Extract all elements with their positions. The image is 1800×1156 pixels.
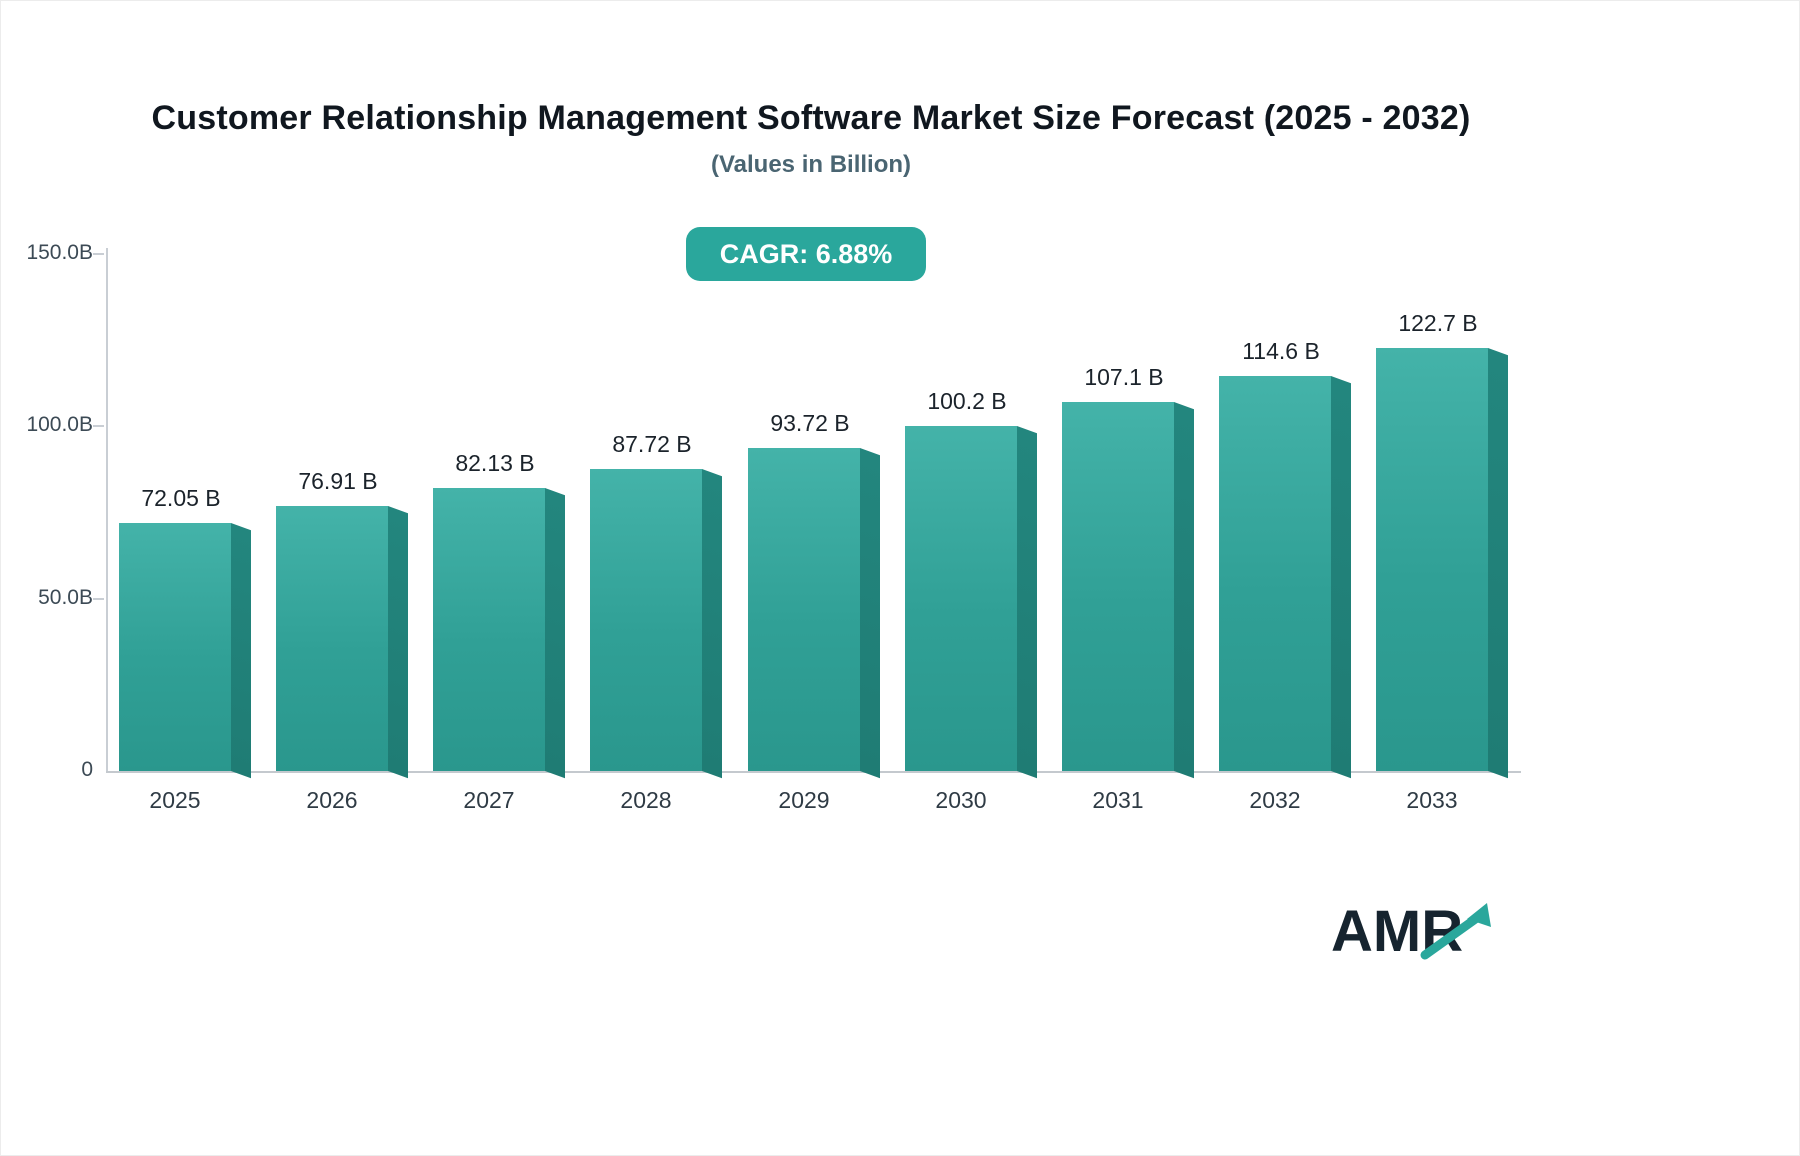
bar-value-label: 93.72 B <box>770 410 850 436</box>
y-axis-tick-mark <box>93 425 104 428</box>
bar-side-face <box>1331 376 1351 779</box>
bar-side-face <box>860 448 880 779</box>
bar-value-label: 87.72 B <box>612 431 692 457</box>
chart-title: Customer Relationship Management Softwar… <box>151 99 1471 137</box>
x-axis-category-label: 2030 <box>935 787 987 813</box>
y-axis-tick-mark <box>93 253 104 255</box>
amr-logo: AMR <box>1331 899 1491 964</box>
bar-value-label: 100.2 B <box>927 388 1007 414</box>
cagr-badge: CAGR: 6.88% <box>686 227 926 281</box>
x-axis-category-label: 2025 <box>149 787 201 813</box>
bar <box>905 426 1017 771</box>
bar-value-label: 76.91 B <box>298 468 378 494</box>
x-axis-category-label: 2027 <box>463 787 515 813</box>
x-axis-category-label: 2028 <box>620 787 672 813</box>
bar-side-face <box>388 506 408 779</box>
bar-value-label: 122.7 B <box>1398 310 1478 336</box>
bar <box>276 506 388 771</box>
y-axis-tick-label: 150.0B <box>26 241 93 264</box>
bar-side-face <box>1174 402 1194 779</box>
y-axis-tick-mark <box>93 597 104 600</box>
y-axis-tick-label: 0 <box>81 758 93 781</box>
bar-side-face <box>545 488 565 779</box>
y-axis-tick-label: 100.0B <box>26 413 93 437</box>
y-axis-tick-label: 50.0B <box>38 585 93 609</box>
bar <box>1062 402 1174 771</box>
bar-value-label: 82.13 B <box>455 450 535 476</box>
bar-side-face <box>702 469 722 779</box>
amr-logo-text: AMR <box>1331 899 1463 964</box>
bar-value-label: 114.6 B <box>1242 338 1320 364</box>
bar <box>748 448 860 771</box>
bar-side-face <box>1017 426 1037 779</box>
x-axis-category-label: 2029 <box>778 787 830 813</box>
bar <box>433 488 545 771</box>
bar-value-label: 107.1 B <box>1084 364 1164 390</box>
chart-subtitle: (Values in Billion) <box>710 151 912 178</box>
bar-side-face <box>1488 348 1508 779</box>
x-axis-category-label: 2033 <box>1406 787 1458 813</box>
bar <box>1219 376 1331 771</box>
bar <box>119 523 231 771</box>
bar-side-face <box>231 523 251 779</box>
bar-value-label: 72.05 B <box>141 485 221 511</box>
x-axis-category-label: 2026 <box>306 787 358 813</box>
x-axis-baseline <box>106 771 1521 773</box>
x-axis-category-label: 2031 <box>1092 787 1144 813</box>
x-axis-category-label: 2032 <box>1249 787 1301 813</box>
y-axis-line <box>106 248 108 771</box>
amr-logo-arrow-icon <box>1420 903 1491 960</box>
bar <box>1376 348 1488 771</box>
bar <box>590 469 702 771</box>
